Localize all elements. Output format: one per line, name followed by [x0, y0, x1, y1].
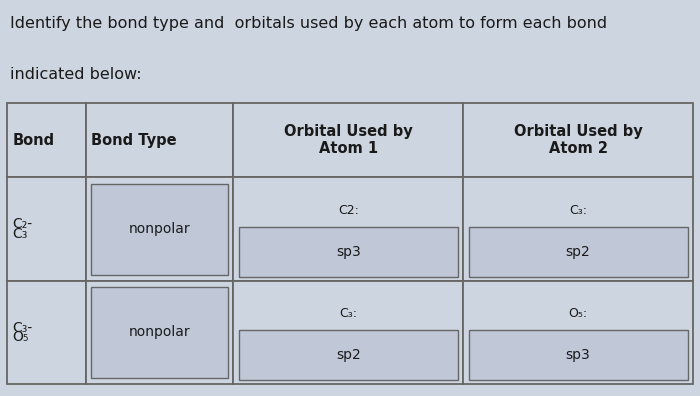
Text: C₃-: C₃-: [13, 321, 33, 335]
Text: nonpolar: nonpolar: [129, 222, 190, 236]
Text: sp3: sp3: [336, 245, 360, 259]
Text: C₃:: C₃:: [340, 307, 357, 320]
Text: C₃: C₃: [13, 227, 28, 241]
Text: Orbital Used by
Atom 1: Orbital Used by Atom 1: [284, 124, 413, 156]
Text: nonpolar: nonpolar: [129, 326, 190, 339]
Text: Orbital Used by
Atom 2: Orbital Used by Atom 2: [514, 124, 643, 156]
Text: C₂-: C₂-: [13, 217, 33, 231]
Text: Bond Type: Bond Type: [92, 133, 177, 148]
Text: O₅:: O₅:: [568, 307, 588, 320]
Text: Identify the bond type and  orbitals used by each atom to form each bond: Identify the bond type and orbitals used…: [10, 16, 608, 31]
Text: indicated below:: indicated below:: [10, 67, 142, 82]
Text: C2:: C2:: [338, 204, 358, 217]
Text: sp3: sp3: [566, 348, 591, 362]
Text: C₃:: C₃:: [569, 204, 587, 217]
Text: sp2: sp2: [566, 245, 591, 259]
Text: sp2: sp2: [336, 348, 360, 362]
Text: O₅: O₅: [13, 330, 29, 344]
Text: Bond: Bond: [13, 133, 55, 148]
